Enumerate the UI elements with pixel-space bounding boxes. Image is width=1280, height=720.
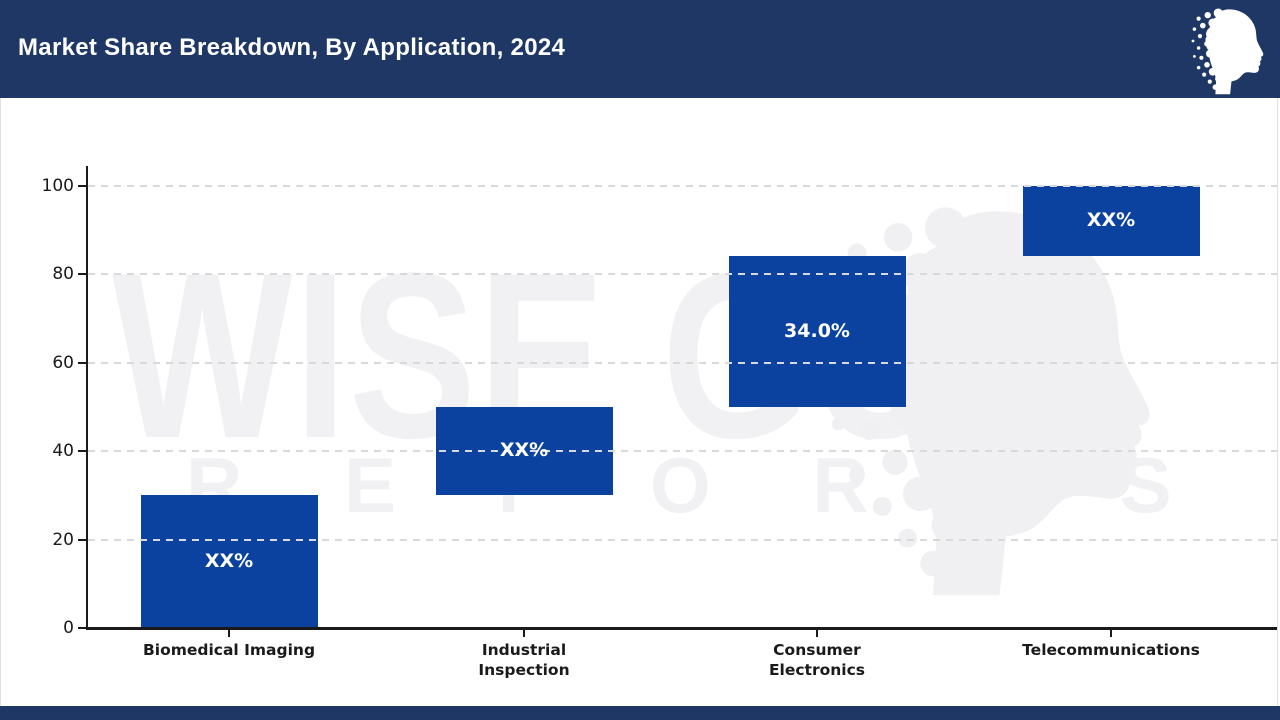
y-tick bbox=[78, 184, 86, 187]
page-left-border bbox=[0, 98, 1, 706]
y-tick bbox=[78, 538, 86, 541]
category-label: Industrial Inspection bbox=[478, 641, 570, 679]
bar-value-label: XX% bbox=[1086, 208, 1136, 231]
x-axis-spine bbox=[86, 627, 1278, 630]
page-title: Market Share Breakdown, By Application, … bbox=[18, 34, 566, 61]
category-label: Biomedical Imaging bbox=[142, 641, 316, 659]
y-tick bbox=[78, 450, 86, 452]
bar-value-label: XX% bbox=[204, 549, 254, 572]
x-tick bbox=[228, 629, 230, 637]
bar-value-label: 34.0% bbox=[784, 319, 850, 342]
category-label: Consumer Electronics bbox=[768, 641, 866, 679]
y-tick-label: 80 bbox=[52, 264, 74, 284]
y-axis-spine bbox=[86, 166, 88, 629]
gridline bbox=[88, 450, 1277, 452]
x-tick bbox=[1110, 629, 1112, 637]
gridline bbox=[88, 538, 1277, 541]
bar-value-label: XX% bbox=[499, 439, 549, 461]
header-banner: Market Share Breakdown, By Application, … bbox=[0, 0, 1280, 98]
y-tick-label: 40 bbox=[52, 441, 74, 461]
y-tick bbox=[78, 273, 86, 275]
category-label: Telecommunications bbox=[1022, 641, 1200, 659]
bar-telecommunications bbox=[1022, 185, 1200, 257]
bar-consumer-electronics bbox=[728, 256, 906, 407]
y-tick-label: 60 bbox=[52, 352, 74, 373]
gridline bbox=[88, 184, 1277, 187]
y-tick-label: 0 bbox=[63, 618, 74, 638]
page-right-border bbox=[1277, 98, 1278, 706]
brand-head-icon bbox=[1186, 6, 1270, 97]
x-tick bbox=[816, 629, 818, 637]
y-tick-label: 20 bbox=[52, 529, 74, 550]
x-tick bbox=[523, 629, 525, 637]
footer-banner bbox=[0, 706, 1280, 720]
y-tick bbox=[78, 627, 86, 629]
y-tick-label: 100 bbox=[41, 175, 74, 196]
gridline bbox=[88, 361, 1277, 364]
gridline bbox=[88, 273, 1277, 275]
y-tick bbox=[78, 361, 86, 364]
bar-biomedical-imaging bbox=[140, 495, 318, 628]
